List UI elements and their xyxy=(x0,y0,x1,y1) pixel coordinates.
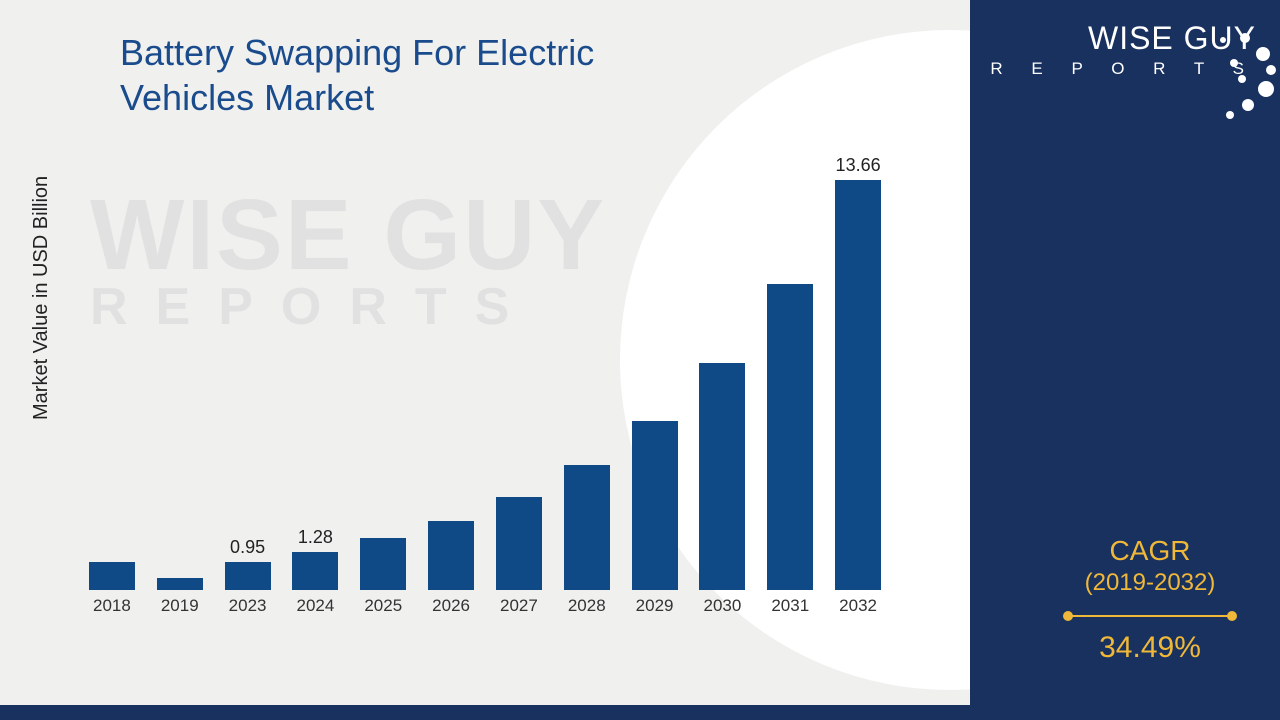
bar-2023: 0.952023 xyxy=(225,562,271,591)
bar-value-2024: 1.28 xyxy=(298,527,333,548)
right-panel: WISE GUY R E P O R T S CAGR (2019-2032) … xyxy=(970,0,1280,705)
bar-category-2024: 2024 xyxy=(296,596,334,616)
bar-category-2023: 2023 xyxy=(229,596,267,616)
bar-category-2028: 2028 xyxy=(568,596,606,616)
bar-category-2030: 2030 xyxy=(703,596,741,616)
bar-category-2018: 2018 xyxy=(93,596,131,616)
cagr-title: CAGR xyxy=(1050,535,1250,567)
brand-line2: R E P O R T S xyxy=(990,59,1256,79)
bottom-strip xyxy=(0,705,1280,720)
bar-category-2027: 2027 xyxy=(500,596,538,616)
chart-panel: Battery Swapping For Electric Vehicles M… xyxy=(0,0,970,705)
bar-2031: 2031 xyxy=(767,284,813,590)
bar-2029: 2029 xyxy=(632,421,678,590)
bar-2026: 2026 xyxy=(428,521,474,590)
cagr-divider xyxy=(1065,615,1235,617)
cagr-range: (2019-2032) xyxy=(1050,569,1250,597)
bar-2024: 1.282024 xyxy=(292,552,338,590)
bar-value-2023: 0.95 xyxy=(230,537,265,558)
bar-2025: 2025 xyxy=(360,538,406,590)
bar-value-2032: 13.66 xyxy=(836,155,881,176)
bar-2028: 2028 xyxy=(564,465,610,590)
cagr-block: CAGR (2019-2032) 34.49% xyxy=(1050,535,1250,665)
chart-title: Battery Swapping For Electric Vehicles M… xyxy=(120,30,720,120)
bar-category-2019: 2019 xyxy=(161,596,199,616)
bar-chart: 2018 2019 0.952023 1.282024 2025 2026 2027 2028… xyxy=(70,180,900,610)
cagr-value: 34.49% xyxy=(1050,631,1250,665)
bar-2027: 2027 xyxy=(496,497,542,590)
bar-2030: 2030 xyxy=(699,363,745,590)
bar-category-2029: 2029 xyxy=(636,596,674,616)
bar-2019: 2019 xyxy=(157,578,203,590)
bar-category-2032: 2032 xyxy=(839,596,877,616)
bar-2032: 13.662032 xyxy=(835,180,881,590)
y-axis-label: Market Value in USD Billion xyxy=(30,176,53,420)
bar-2018: 2018 xyxy=(89,562,135,591)
bar-category-2031: 2031 xyxy=(771,596,809,616)
brand-line1: WISE GUY xyxy=(990,20,1256,57)
brand-logo: WISE GUY R E P O R T S xyxy=(990,20,1256,79)
bar-category-2025: 2025 xyxy=(364,596,402,616)
bar-category-2026: 2026 xyxy=(432,596,470,616)
